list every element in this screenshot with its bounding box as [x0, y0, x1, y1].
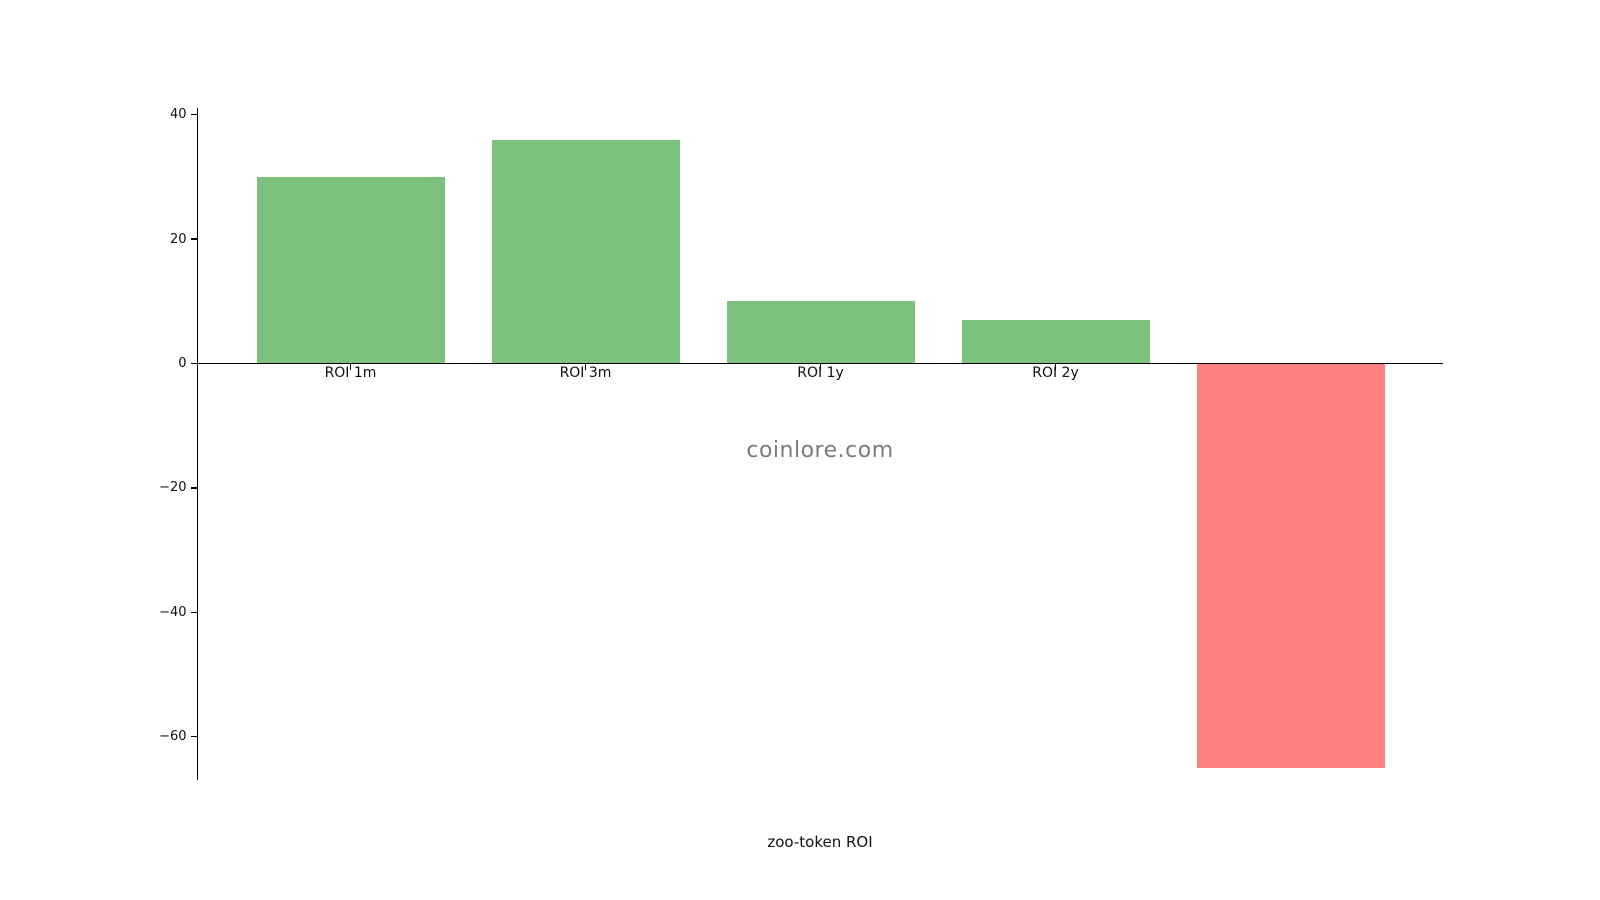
y-tick-label: −40 — [159, 604, 187, 620]
x-tick-label: ROI 1y — [797, 364, 844, 381]
x-tick-mark — [1054, 363, 1057, 370]
y-tick-label: 40 — [169, 107, 187, 123]
x-tick-label: ROI 1m — [324, 364, 377, 381]
y-tick-label: 0 — [178, 356, 187, 371]
bar-roi-1y — [726, 301, 915, 364]
bar-roi-1m — [256, 176, 445, 364]
y-tick-mark — [190, 114, 198, 116]
y-axis-line — [196, 108, 199, 780]
bar-roi-4 — [1196, 363, 1385, 768]
x-tick-mark — [819, 363, 822, 370]
y-tick-mark — [190, 362, 198, 365]
bar-roi-2y — [961, 319, 1150, 364]
x-tick-mark — [584, 363, 587, 370]
x-tick-label: ROI 2y — [1032, 364, 1079, 381]
y-tick-mark — [190, 736, 198, 738]
y-tick-mark — [190, 487, 198, 489]
y-tick-mark — [190, 611, 198, 613]
x-tick-mark — [349, 363, 352, 370]
y-tick-label: −20 — [159, 480, 187, 496]
watermark-text: coinlore.com — [746, 438, 894, 463]
x-tick-label: ROI 3m — [559, 364, 612, 381]
chart-title: zoo-token ROI — [767, 833, 873, 851]
y-tick-label: −60 — [159, 729, 187, 745]
y-tick-label: 20 — [169, 231, 187, 247]
bar-roi-3m — [491, 139, 680, 364]
x-axis-line — [197, 362, 1443, 365]
y-tick-mark — [190, 238, 198, 240]
